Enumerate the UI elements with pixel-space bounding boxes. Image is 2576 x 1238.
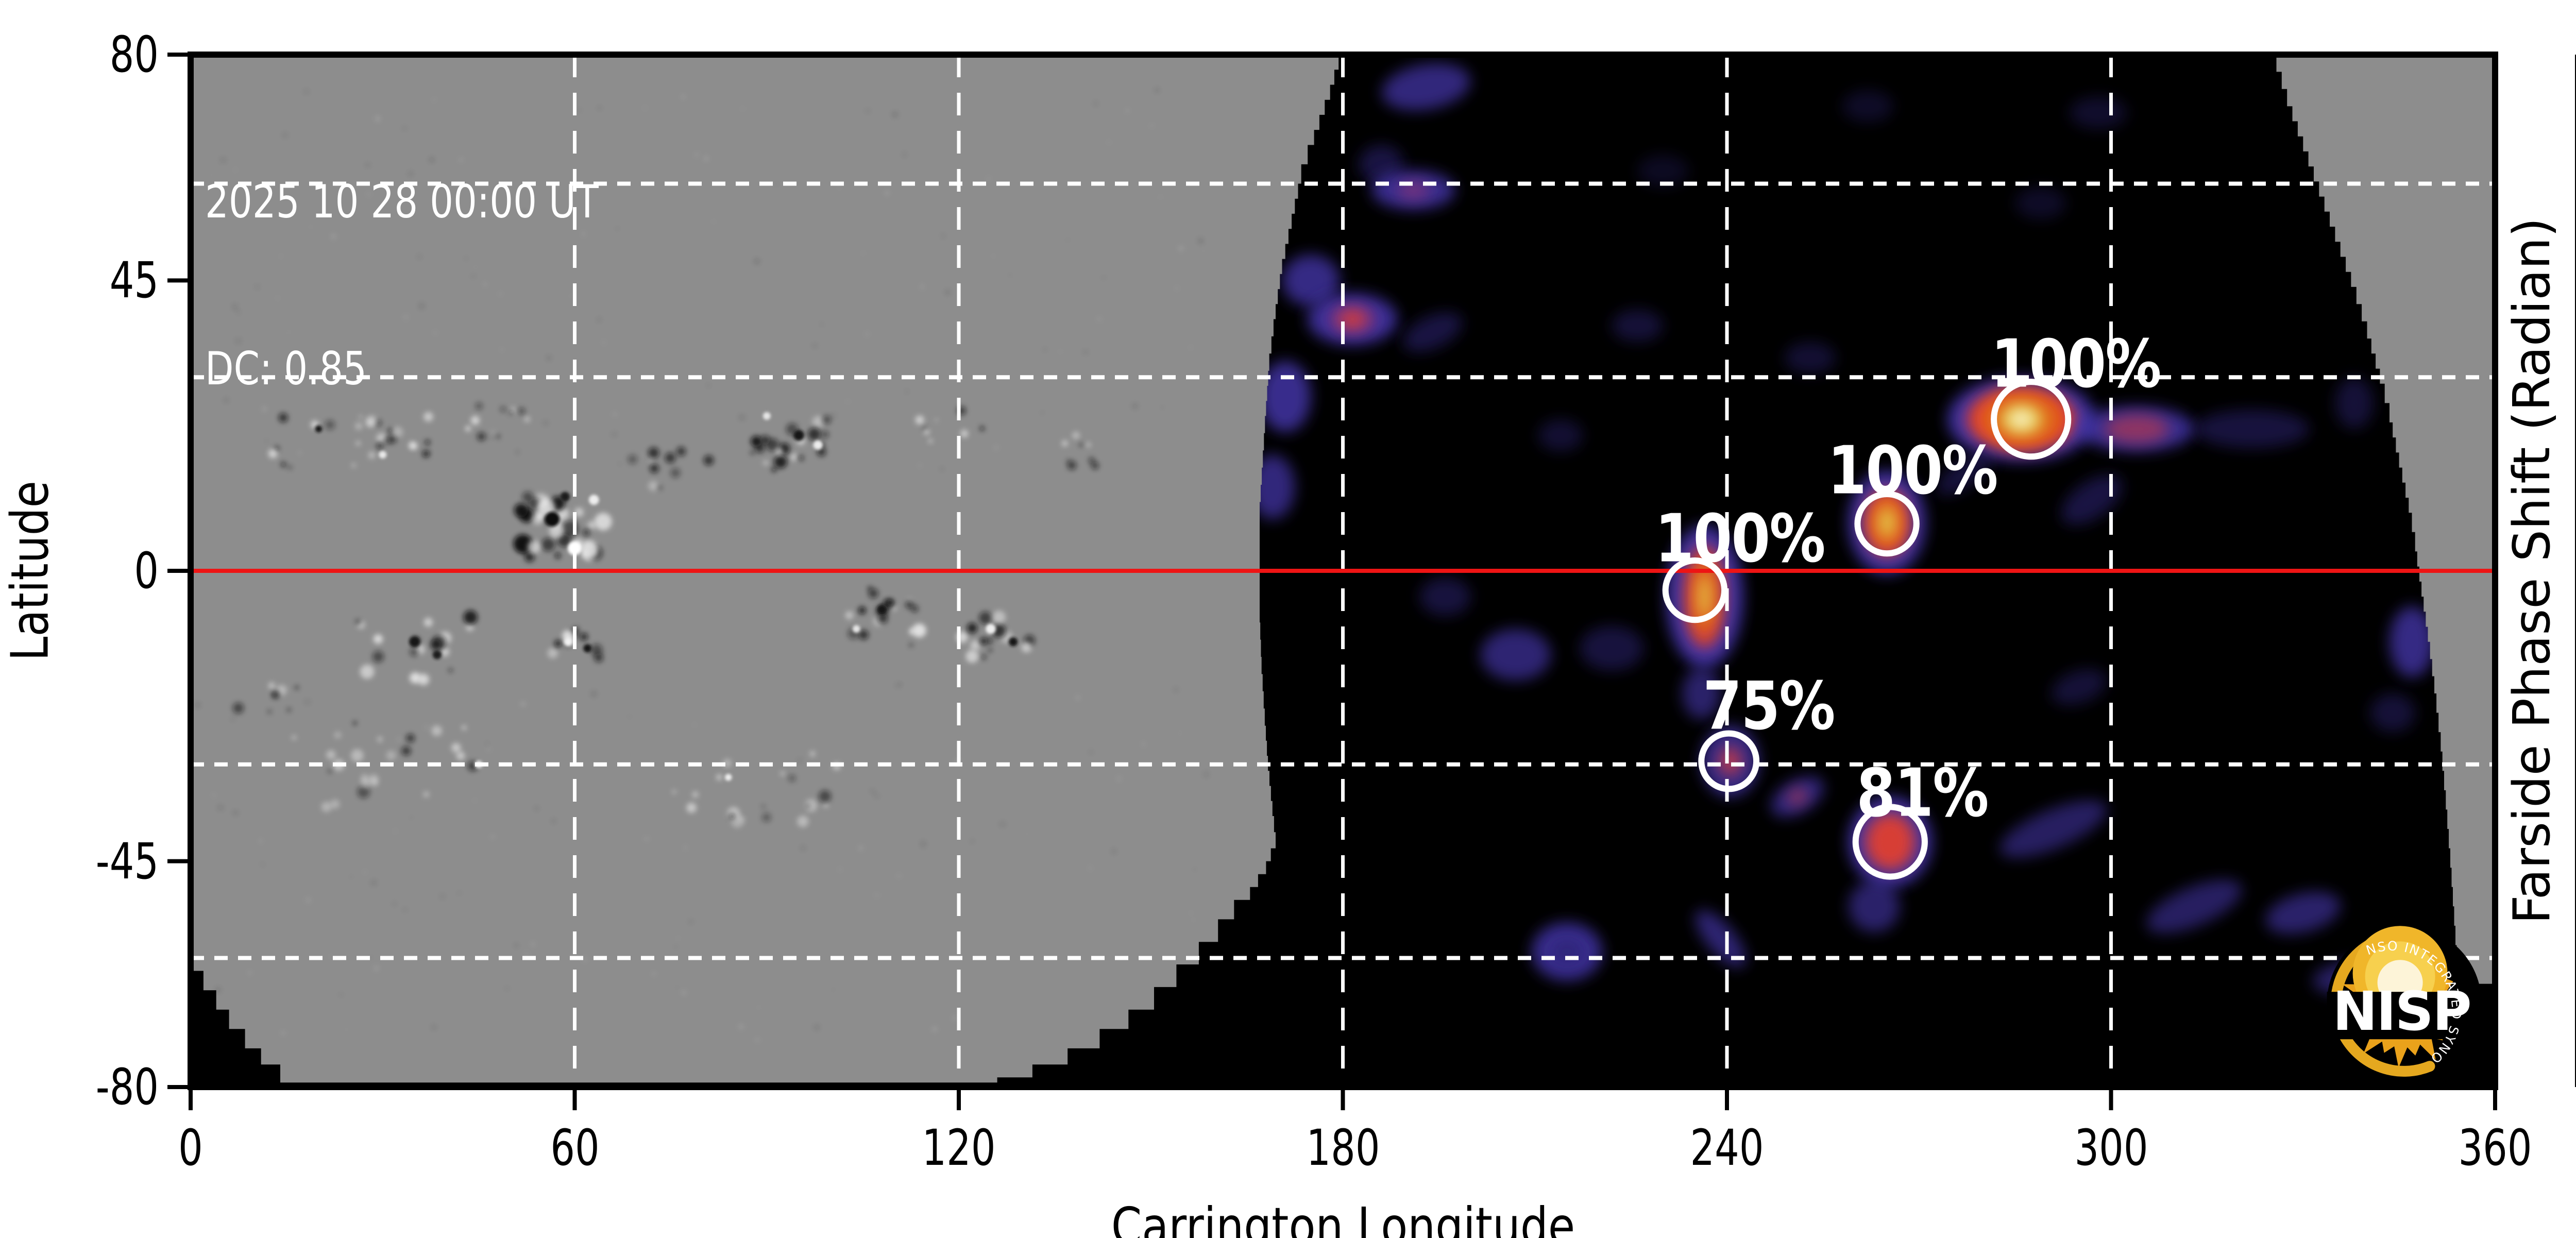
x-tick-label: 180 xyxy=(1306,1119,1380,1177)
x-tick-label: 240 xyxy=(1690,1119,1764,1177)
detection-circle xyxy=(1662,557,1728,623)
colorbar-farside xyxy=(2575,55,2576,1087)
y-tick-label: 45 xyxy=(109,251,159,310)
detection-label: 81% xyxy=(1856,755,1989,832)
farside-colorbar-label: Farside Phase Shift (Radian) xyxy=(2503,217,2562,924)
y-tick-label: -80 xyxy=(95,1058,159,1116)
detection-circle xyxy=(1854,491,1920,557)
y-tick-label: -45 xyxy=(95,832,159,890)
duty-cycle-label: DC: 0.85 xyxy=(205,342,367,395)
x-axis-label: Carrington Longitude xyxy=(1111,1196,1575,1238)
detection-label: 100% xyxy=(1827,432,1998,510)
detection-label: 100% xyxy=(1655,500,1825,578)
x-tick-label: 0 xyxy=(178,1119,203,1177)
timestamp-block: 2025 10 28 00:00 UT DC: 0.85 xyxy=(205,63,599,508)
y-tick-label: 0 xyxy=(134,542,159,600)
axis-ticks xyxy=(167,53,2497,1110)
frontside-region xyxy=(191,55,2495,1083)
y-axis-label: Latitude xyxy=(0,481,60,661)
x-tick-label: 60 xyxy=(550,1119,600,1177)
detection-label: 75% xyxy=(1703,668,1835,745)
date-label: 2025 10 28 00:00 UT xyxy=(205,175,599,228)
x-tick-label: 360 xyxy=(2458,1119,2532,1177)
logo-name: NISP xyxy=(2333,980,2472,1043)
farside-blobs xyxy=(1250,63,2434,994)
magnetogram-speckles xyxy=(195,88,1209,1043)
detection-circle xyxy=(1991,379,2072,460)
detection-circle xyxy=(1698,730,1760,792)
gridlines xyxy=(191,55,2495,1087)
detection-circles xyxy=(1662,379,2072,880)
detection-circle xyxy=(1852,804,1928,880)
x-tick-label: 300 xyxy=(2074,1119,2148,1177)
y-tick-label: 80 xyxy=(109,26,159,83)
x-tick-label: 120 xyxy=(922,1119,996,1177)
detection-label: 100% xyxy=(1991,326,2161,403)
